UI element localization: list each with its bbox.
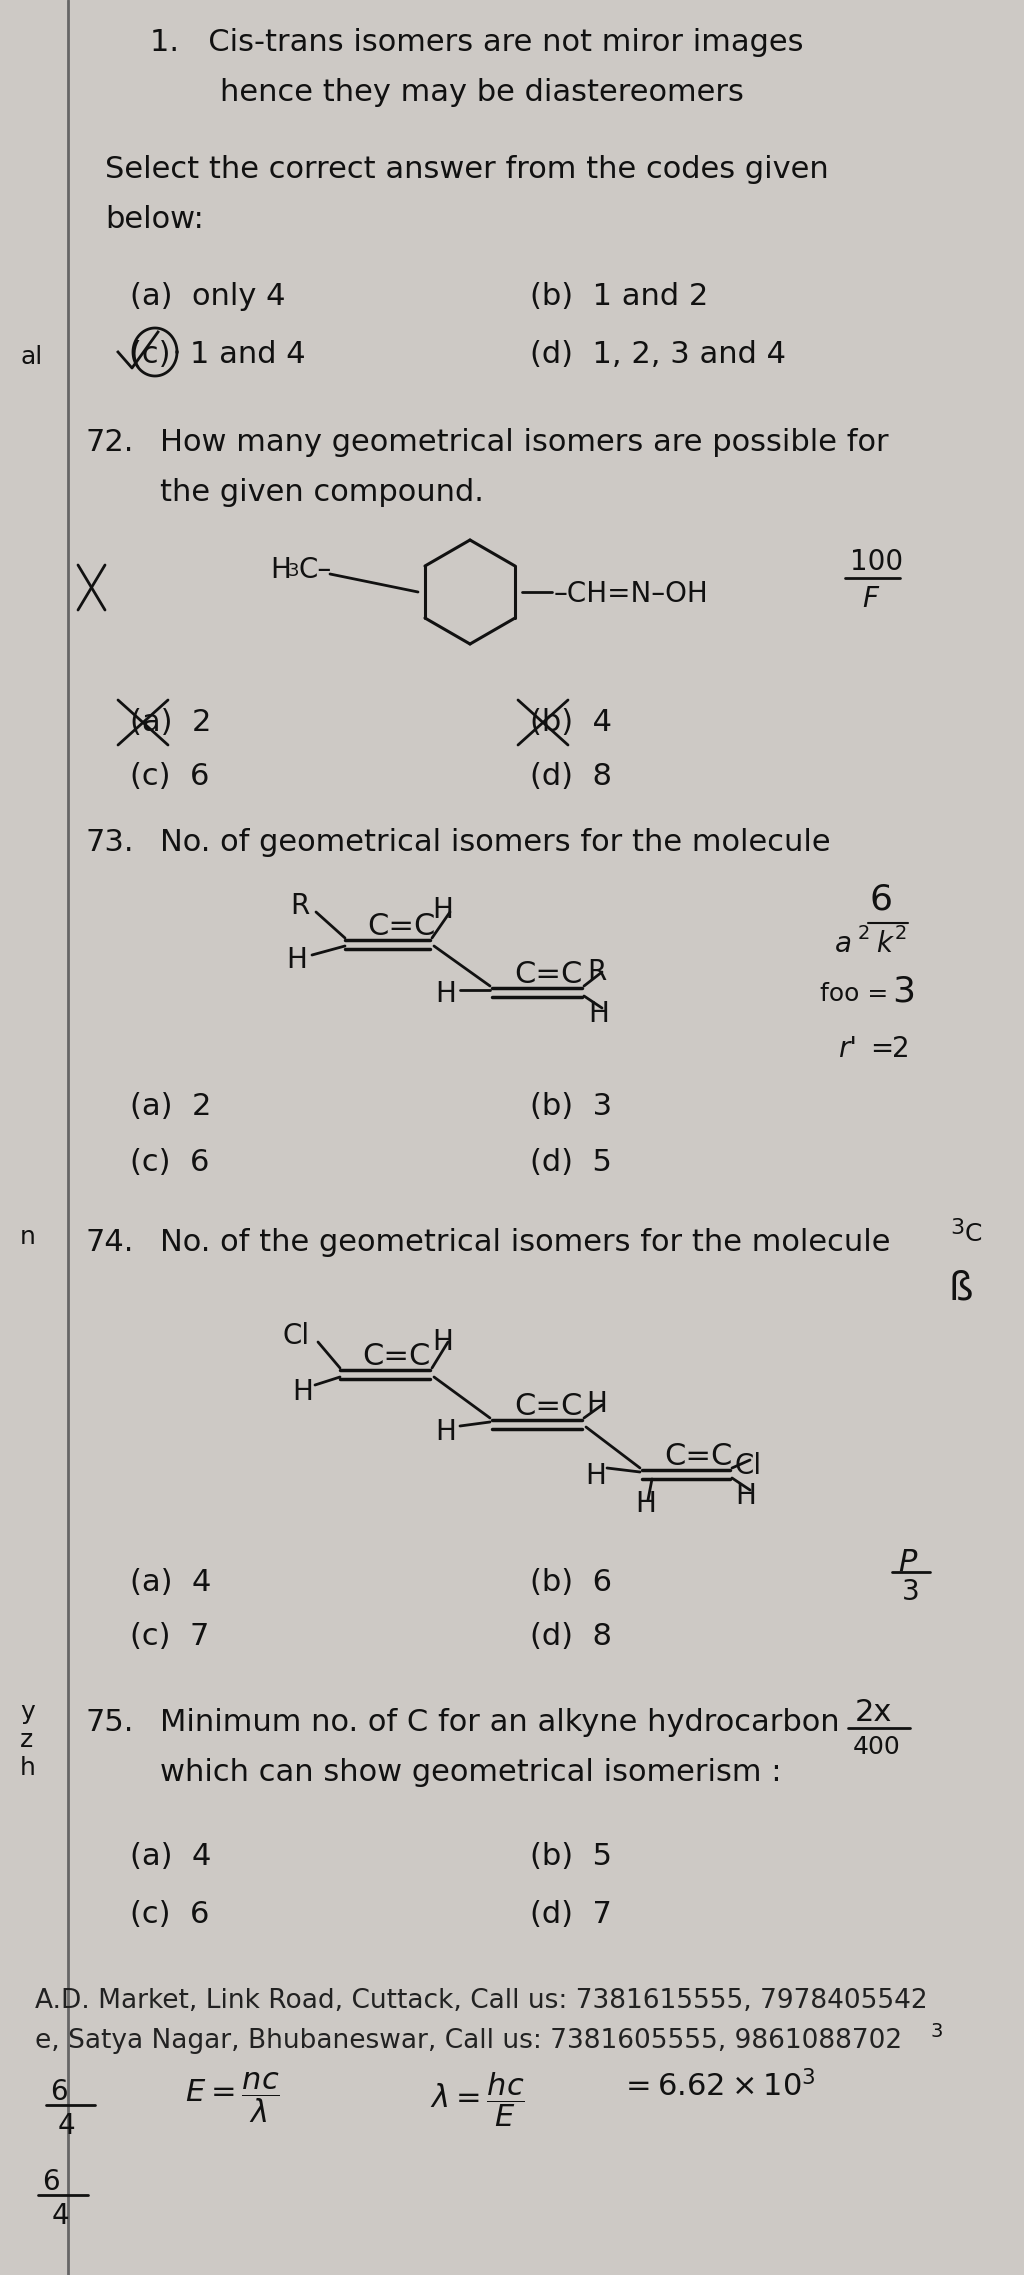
Text: 4: 4 (58, 2111, 76, 2141)
Text: 3: 3 (902, 1579, 920, 1606)
Text: H: H (635, 1490, 656, 1517)
Text: Cl: Cl (283, 1322, 310, 1349)
Text: Select the correct answer from the codes given: Select the correct answer from the codes… (105, 155, 828, 184)
Text: (d)  1, 2, 3 and 4: (d) 1, 2, 3 and 4 (530, 339, 786, 369)
Text: H: H (435, 981, 456, 1008)
Text: (a)  2: (a) 2 (130, 1092, 211, 1122)
Text: H: H (435, 1417, 456, 1447)
Text: H: H (432, 896, 453, 924)
Text: (a)  4: (a) 4 (130, 1843, 211, 1870)
Text: P: P (898, 1547, 916, 1577)
Text: 3: 3 (288, 562, 299, 580)
Text: C=C: C=C (367, 912, 435, 942)
Text: n: n (20, 1224, 36, 1249)
Text: 2: 2 (892, 1035, 909, 1062)
Text: R: R (290, 892, 309, 919)
Text: (d)  5: (d) 5 (530, 1149, 612, 1176)
Text: A.D. Market, Link Road, Cuttack, Call us: 7381615555, 7978405542: A.D. Market, Link Road, Cuttack, Call us… (35, 1988, 928, 2013)
Text: H: H (286, 946, 307, 974)
Text: 74.: 74. (85, 1228, 133, 1258)
Text: hence they may be diastereomers: hence they may be diastereomers (220, 77, 743, 107)
Text: foo =: foo = (820, 983, 888, 1006)
Text: 1.   Cis-trans isomers are not miror images: 1. Cis-trans isomers are not miror image… (150, 27, 804, 57)
Text: Minimum no. of C for an alkyne hydrocarbon: Minimum no. of C for an alkyne hydrocarb… (160, 1709, 840, 1738)
Text: a: a (835, 930, 852, 958)
Text: 2: 2 (858, 924, 870, 944)
Text: –CH=N–OH: –CH=N–OH (554, 580, 709, 607)
Text: 72.: 72. (85, 428, 133, 457)
Text: 100: 100 (850, 548, 903, 576)
Text: the given compound.: the given compound. (160, 478, 484, 507)
Text: (b)  4: (b) 4 (530, 708, 612, 737)
Text: $= 6.62 \times 10^{3}$: $= 6.62 \times 10^{3}$ (620, 2070, 816, 2102)
Text: Cl: Cl (734, 1451, 761, 1481)
Text: (d)  8: (d) 8 (530, 762, 612, 792)
Text: H: H (292, 1379, 313, 1406)
Text: 400: 400 (853, 1736, 901, 1759)
Text: 2x: 2x (855, 1697, 892, 1727)
Text: H: H (586, 1390, 607, 1417)
Text: H: H (270, 555, 291, 585)
Text: (c)  6: (c) 6 (130, 1900, 209, 1929)
Text: 3: 3 (892, 976, 915, 1010)
Text: C=C: C=C (362, 1342, 430, 1372)
Text: which can show geometrical isomerism :: which can show geometrical isomerism : (160, 1759, 781, 1786)
Text: H: H (585, 1463, 606, 1490)
Text: (d)  7: (d) 7 (530, 1900, 612, 1929)
Text: How many geometrical isomers are possible for: How many geometrical isomers are possibl… (160, 428, 889, 457)
Text: 4: 4 (52, 2202, 70, 2230)
Text: 6: 6 (50, 2077, 68, 2107)
Text: 3: 3 (950, 1217, 965, 1238)
Text: (c)  6: (c) 6 (130, 1149, 209, 1176)
Text: y: y (20, 1699, 35, 1724)
Text: 3: 3 (930, 2022, 942, 2041)
Text: C: C (965, 1222, 982, 1247)
Text: below:: below: (105, 205, 204, 234)
Text: $E = \dfrac{nc}{\lambda}$: $E = \dfrac{nc}{\lambda}$ (185, 2070, 280, 2125)
Text: e, Satya Nagar, Bhubaneswar, Call us: 7381605555, 9861088702: e, Satya Nagar, Bhubaneswar, Call us: 73… (35, 2027, 902, 2054)
Text: C–: C– (298, 555, 331, 585)
Text: (c)  7: (c) 7 (130, 1622, 209, 1652)
Text: H: H (432, 1329, 453, 1356)
Text: h: h (20, 1756, 36, 1779)
Text: 6: 6 (870, 883, 893, 917)
Text: (c)  6: (c) 6 (130, 762, 209, 792)
Text: (c)  1 and 4: (c) 1 and 4 (130, 339, 305, 369)
Text: (b)  5: (b) 5 (530, 1843, 612, 1870)
Text: H: H (588, 1001, 609, 1028)
Text: (a)  only 4: (a) only 4 (130, 282, 286, 312)
Text: (a)  2: (a) 2 (130, 708, 211, 737)
Text: F: F (862, 585, 878, 612)
Text: (b)  6: (b) 6 (530, 1567, 612, 1597)
Text: r': r' (838, 1035, 857, 1062)
Text: No. of the geometrical isomers for the molecule: No. of the geometrical isomers for the m… (160, 1228, 891, 1258)
Text: 73.: 73. (85, 828, 133, 858)
Text: (a)  4: (a) 4 (130, 1567, 211, 1597)
Text: 75.: 75. (85, 1709, 133, 1738)
Text: 2: 2 (895, 924, 907, 944)
Text: 6: 6 (42, 2168, 59, 2195)
Text: C=C: C=C (514, 1392, 583, 1422)
Text: (d)  8: (d) 8 (530, 1622, 612, 1652)
Text: No. of geometrical isomers for the molecule: No. of geometrical isomers for the molec… (160, 828, 830, 858)
Text: $\lambda = \dfrac{hc}{E}$: $\lambda = \dfrac{hc}{E}$ (430, 2070, 525, 2129)
Text: C=C: C=C (514, 960, 583, 990)
Text: C=C: C=C (664, 1442, 732, 1472)
Text: al: al (20, 346, 42, 369)
Text: (b)  3: (b) 3 (530, 1092, 612, 1122)
Text: =: = (862, 1035, 894, 1062)
Text: R: R (587, 958, 606, 985)
Text: ß: ß (948, 1269, 973, 1308)
Text: z: z (20, 1729, 33, 1752)
Text: k: k (868, 930, 893, 958)
Text: (b)  1 and 2: (b) 1 and 2 (530, 282, 709, 312)
Text: H: H (735, 1481, 756, 1511)
